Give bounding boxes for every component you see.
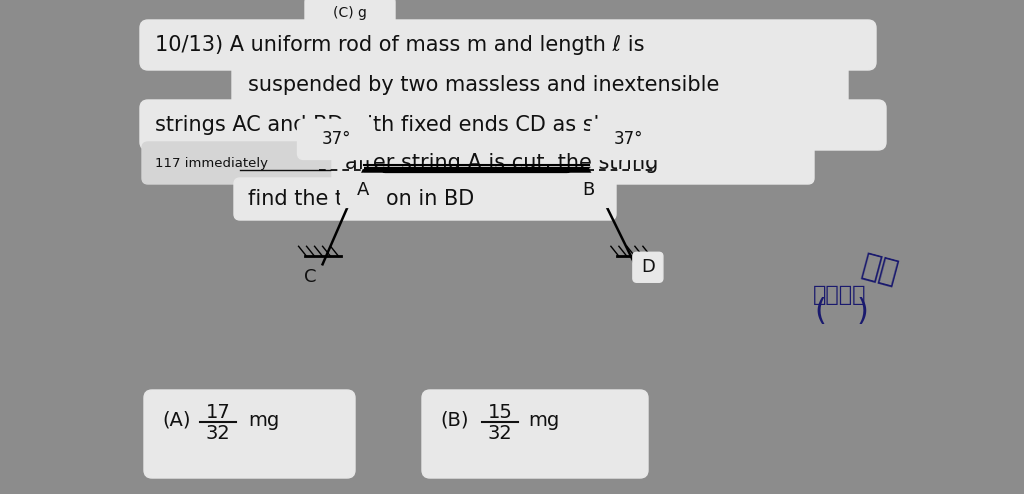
Text: mg: mg: [248, 411, 280, 429]
Text: after string A is cut, the string: after string A is cut, the string: [345, 153, 658, 173]
Text: find the tension in BD: find the tension in BD: [248, 189, 474, 209]
Text: 32: 32: [206, 423, 230, 443]
Text: suspended by two massless and inextensible: suspended by two massless and inextensib…: [248, 75, 720, 95]
Text: (A): (A): [162, 411, 190, 429]
FancyBboxPatch shape: [422, 390, 648, 478]
FancyBboxPatch shape: [234, 178, 616, 220]
FancyBboxPatch shape: [298, 120, 375, 160]
FancyBboxPatch shape: [142, 142, 339, 184]
Text: उत्त: उत्त: [813, 285, 866, 305]
Text: A: A: [357, 181, 370, 200]
Text: 37°: 37°: [614, 130, 643, 148]
FancyBboxPatch shape: [566, 173, 611, 207]
Text: 17: 17: [206, 403, 230, 421]
Text: D: D: [641, 258, 654, 276]
FancyBboxPatch shape: [633, 252, 663, 282]
FancyBboxPatch shape: [305, 0, 395, 29]
Text: B: B: [583, 181, 595, 200]
Text: $\mathsf{)}$: $\mathsf{)}$: [856, 294, 867, 326]
Text: 15: 15: [487, 403, 512, 421]
Text: (B): (B): [440, 411, 469, 429]
FancyBboxPatch shape: [140, 100, 886, 150]
Text: $\mathsf{(}$: $\mathsf{(}$: [814, 294, 825, 326]
Text: mg: mg: [528, 411, 559, 429]
FancyBboxPatch shape: [332, 142, 814, 184]
FancyBboxPatch shape: [144, 390, 355, 478]
Text: (C) g: (C) g: [333, 6, 367, 20]
Text: 37°: 37°: [322, 130, 351, 148]
Text: 32: 32: [487, 423, 512, 443]
Text: strings AC and BD with fixed ends CD as shown.: strings AC and BD with fixed ends CD as …: [155, 115, 656, 135]
Text: 117 immediately: 117 immediately: [155, 157, 268, 169]
FancyBboxPatch shape: [232, 60, 848, 110]
Text: C: C: [304, 268, 316, 287]
Text: ले: ले: [858, 251, 901, 288]
FancyBboxPatch shape: [591, 120, 668, 160]
Text: 10/13) A uniform rod of mass m and length ℓ is: 10/13) A uniform rod of mass m and lengt…: [155, 35, 644, 55]
FancyBboxPatch shape: [140, 20, 876, 70]
FancyBboxPatch shape: [341, 173, 386, 207]
